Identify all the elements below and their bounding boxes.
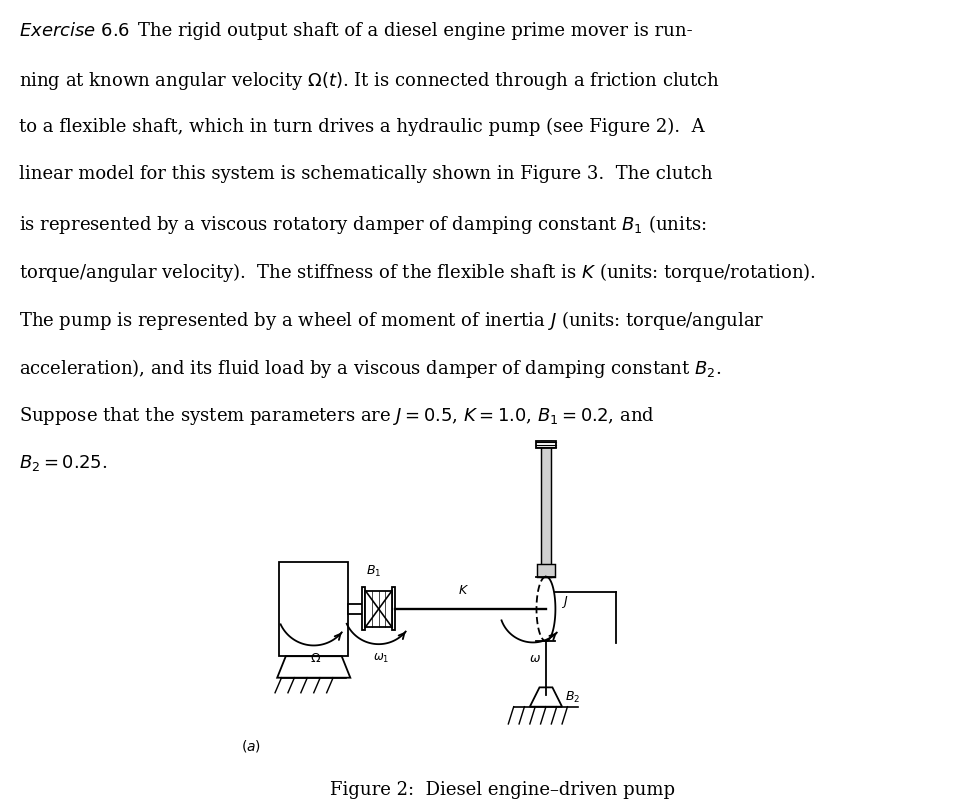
Text: $(a)$: $(a)$ [241, 738, 262, 754]
Text: $\Omega$: $\Omega$ [310, 652, 322, 665]
Text: acceleration), and its fluid load by a viscous damper of damping constant $B_2$.: acceleration), and its fluid load by a v… [19, 357, 721, 380]
Bar [537, 564, 555, 577]
Bar [365, 590, 392, 627]
Text: $B_1$: $B_1$ [366, 563, 381, 578]
Bar [536, 442, 556, 448]
Text: $K$: $K$ [458, 584, 468, 597]
Bar [540, 442, 551, 577]
Text: $B_2$: $B_2$ [565, 690, 581, 705]
Bar [362, 587, 365, 630]
Text: $\mathbf{\mathit{Exercise\ 6.6}}$: $\mathbf{\mathit{Exercise\ 6.6}}$ [19, 22, 130, 40]
Bar [392, 587, 396, 630]
Text: linear model for this system is schematically shown in Figure 3.  The clutch: linear model for this system is schemati… [19, 166, 713, 183]
Text: torque/angular velocity).  The stiffness of the flexible shaft is $K$ (units: to: torque/angular velocity). The stiffness … [19, 261, 816, 284]
Text: The rigid output shaft of a diesel engine prime mover is run-: The rigid output shaft of a diesel engin… [138, 22, 693, 40]
Bar [348, 604, 365, 614]
Text: The pump is represented by a wheel of moment of inertia $J$ (units: torque/angul: The pump is represented by a wheel of mo… [19, 309, 764, 332]
Text: to a flexible shaft, which in turn drives a hydraulic pump (see Figure 2).  A: to a flexible shaft, which in turn drive… [19, 118, 705, 136]
Text: Suppose that the system parameters are $J = 0.5$, $K = 1.0$, $B_1 = 0.2$, and: Suppose that the system parameters are $… [19, 405, 655, 426]
Text: ning at known angular velocity $\Omega(t)$. It is connected through a friction c: ning at known angular velocity $\Omega(t… [19, 70, 720, 91]
Text: Figure 2:  Diesel engine–driven pump: Figure 2: Diesel engine–driven pump [331, 781, 675, 799]
Text: $J$: $J$ [561, 594, 568, 610]
Text: $\omega$: $\omega$ [529, 652, 541, 665]
Bar [280, 562, 348, 656]
Text: $B_2 = 0.25$.: $B_2 = 0.25$. [19, 453, 107, 473]
Text: is represented by a viscous rotatory damper of damping constant $B_1$ (units:: is represented by a viscous rotatory dam… [19, 214, 707, 236]
Text: $\omega_1$: $\omega_1$ [373, 652, 389, 665]
